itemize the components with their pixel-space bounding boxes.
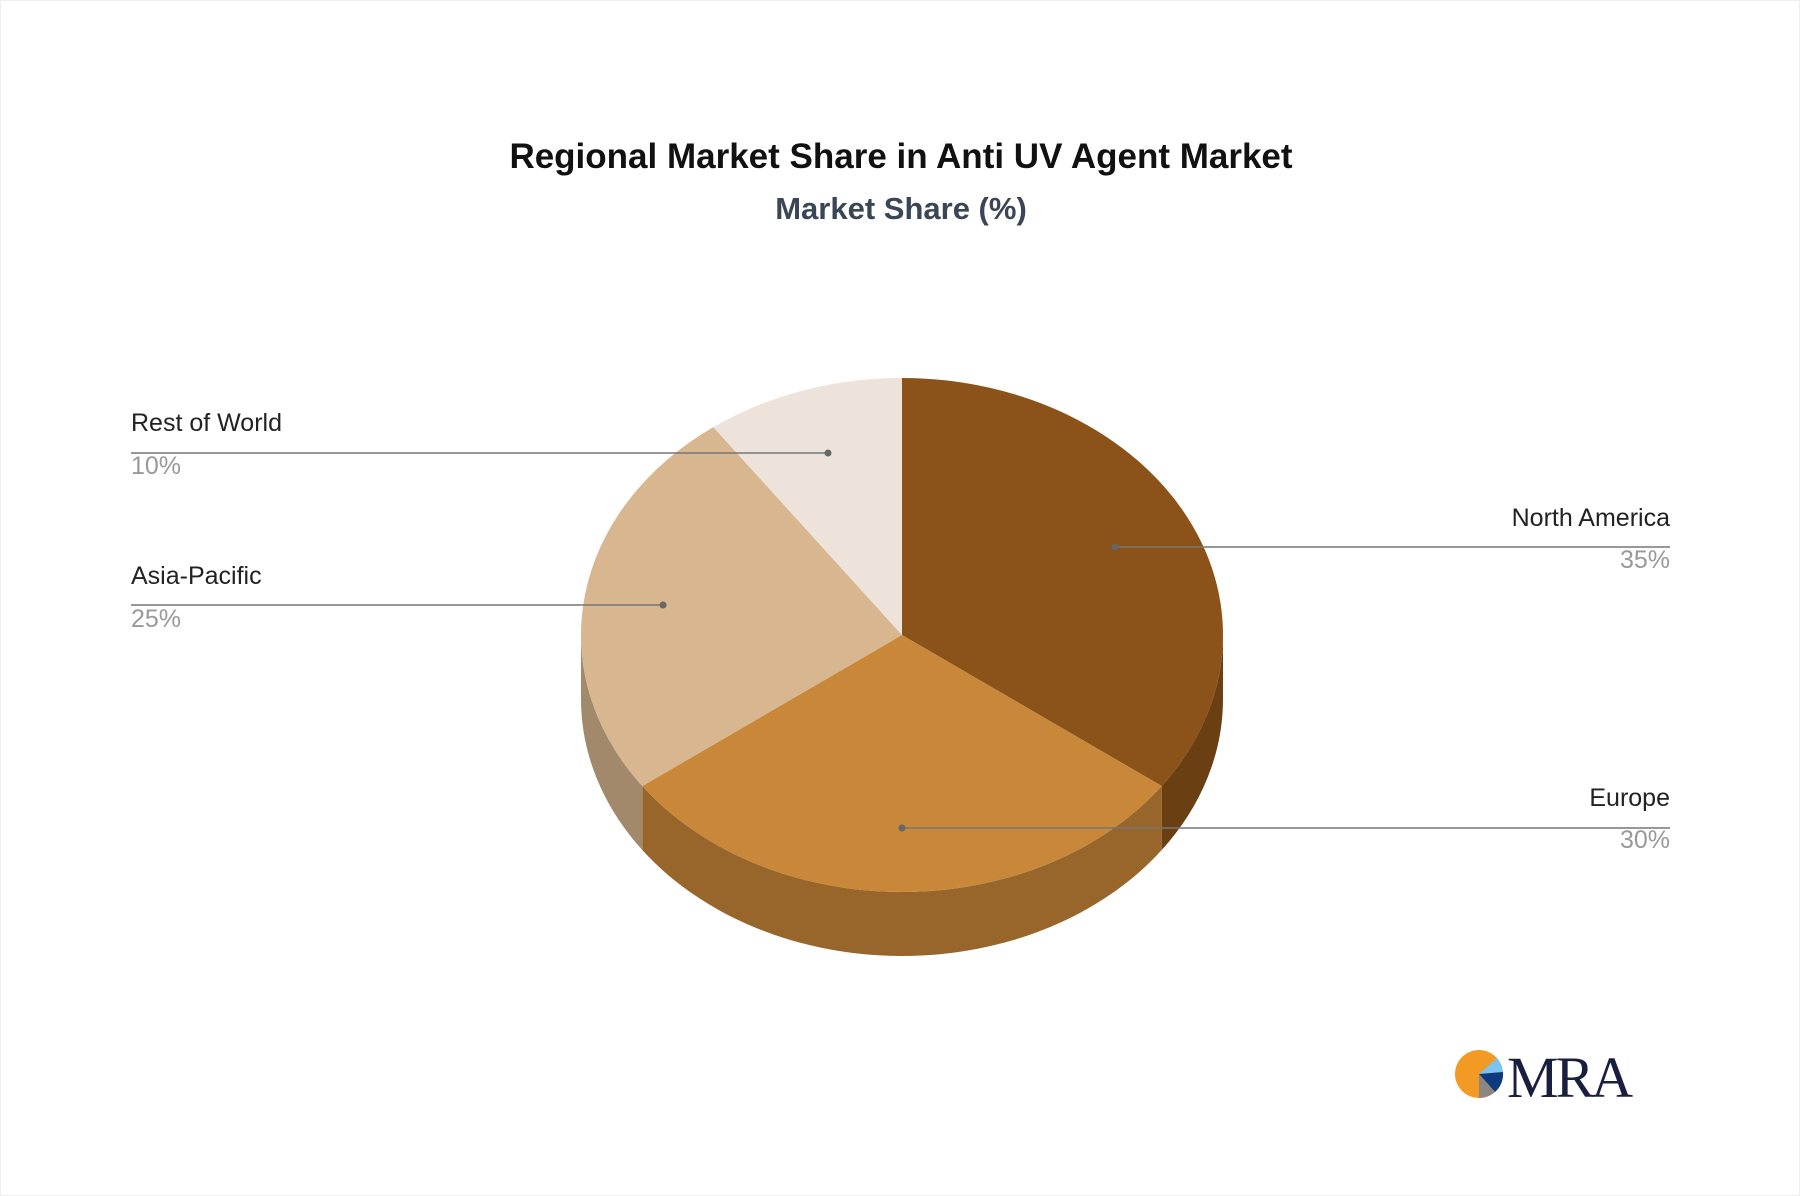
pie-side-2 (581, 635, 643, 851)
pie-slice-asia-pacific[interactable] (581, 427, 902, 787)
slice-label: Rest of World (131, 409, 282, 437)
slice-label: Europe (1589, 784, 1670, 812)
pie-slice-north-america[interactable] (902, 378, 1223, 787)
leader-dot (898, 824, 906, 832)
logo-text: MRA (1507, 1045, 1633, 1105)
chart-title: Regional Market Share in Anti UV Agent M… (509, 137, 1293, 176)
slice-value-label: 30% (1620, 826, 1670, 854)
leader-dot (824, 449, 832, 457)
mra-logo: MRA (1455, 1045, 1636, 1105)
pie-side-0 (1161, 635, 1223, 851)
slice-value-label: 25% (131, 605, 181, 633)
leader-dot (659, 601, 667, 609)
slice-value-label: 35% (1620, 546, 1670, 574)
slice-label: North America (1512, 504, 1670, 532)
slice-label: Asia-Pacific (131, 562, 262, 590)
chart-subtitle: Market Share (%) (775, 191, 1027, 226)
pie-slice-rest-of-world[interactable] (713, 378, 902, 635)
slice-value-label: 10% (131, 452, 181, 480)
leader-dot (1111, 543, 1119, 551)
pie-side-1 (642, 786, 1162, 957)
